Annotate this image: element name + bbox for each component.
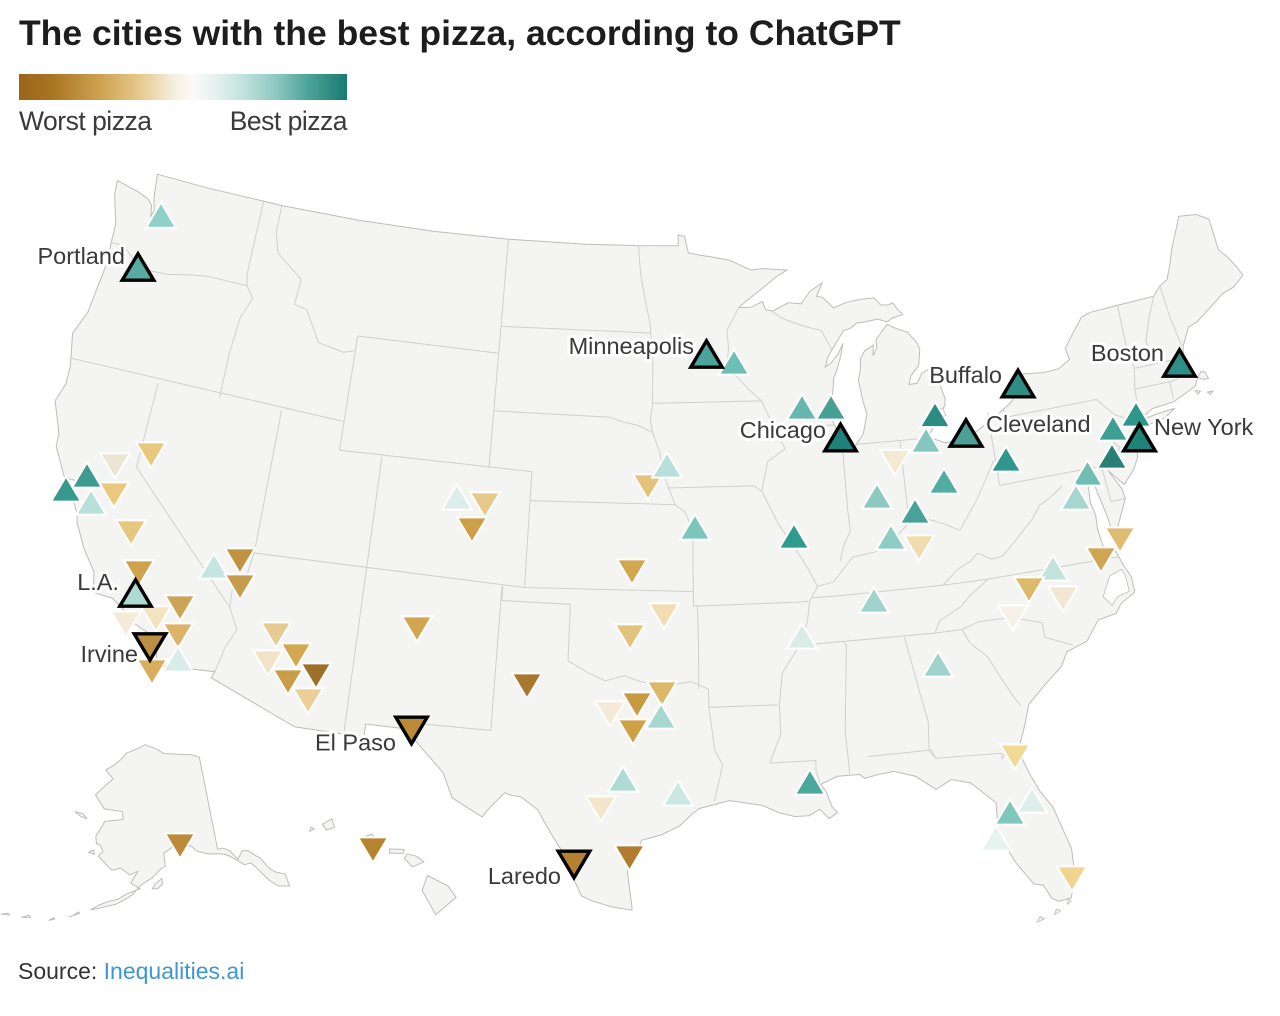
svg-text:Best pizza: Best pizza (230, 106, 348, 136)
svg-text:Worst pizza: Worst pizza (19, 106, 152, 136)
svg-text:Source: Inequalities.ai: Source: Inequalities.ai (18, 958, 244, 984)
svg-text:El Paso: El Paso (315, 730, 396, 756)
svg-text:Portland: Portland (37, 243, 125, 269)
svg-text:Irvine: Irvine (81, 641, 138, 667)
svg-text:The cities with the best pizza: The cities with the best pizza, accordin… (19, 13, 901, 53)
svg-text:L.A.: L.A. (77, 569, 119, 595)
svg-text:Chicago: Chicago (740, 417, 826, 443)
svg-text:New York: New York (1154, 414, 1254, 440)
svg-text:Laredo: Laredo (488, 863, 561, 889)
svg-text:Cleveland: Cleveland (986, 411, 1091, 437)
svg-text:Buffalo: Buffalo (929, 362, 1002, 388)
svg-text:Minneapolis: Minneapolis (569, 333, 694, 359)
svg-text:Boston: Boston (1091, 340, 1164, 366)
